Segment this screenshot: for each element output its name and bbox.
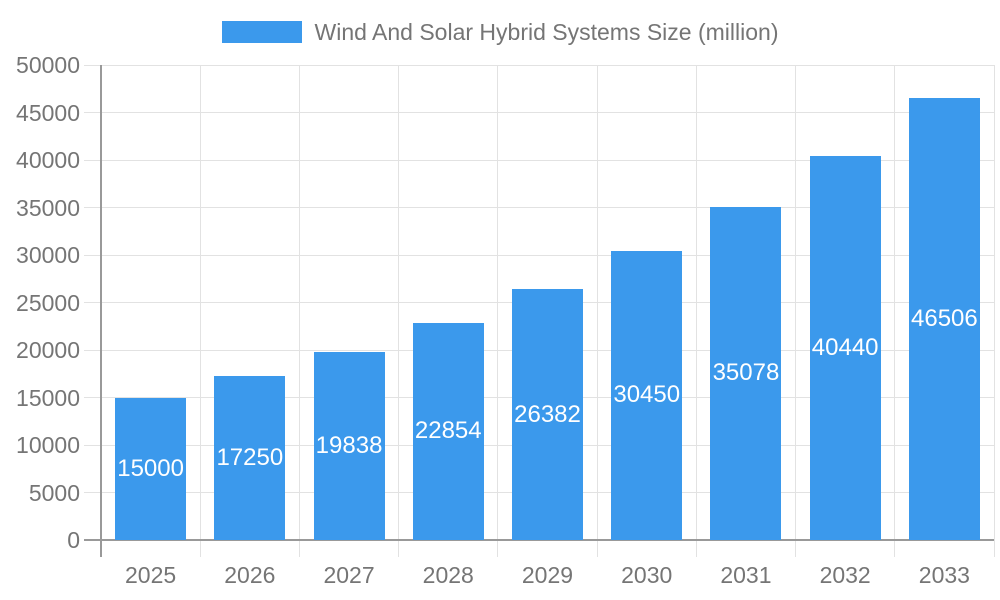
- x-gridline: [199, 65, 201, 557]
- y-gridline: [84, 207, 994, 208]
- bar-value-label: 19838: [315, 431, 383, 459]
- bar-2025: [115, 397, 187, 540]
- bar-value-label: 35078: [712, 359, 780, 387]
- x-gridline: [596, 65, 598, 557]
- bar-2028: [412, 322, 484, 540]
- x-gridline: [993, 65, 995, 557]
- bar-value-label: 17250: [216, 444, 284, 472]
- bar-value-label: 40440: [811, 333, 879, 361]
- y-gridline: [84, 64, 994, 66]
- y-axis-tick-label: 20000: [16, 337, 80, 363]
- legend-color-swatch: [221, 21, 302, 43]
- bar-value-label: 30450: [613, 381, 681, 409]
- y-gridline: [84, 159, 994, 161]
- x-axis-tick-label: 2028: [422, 562, 474, 588]
- x-gridline: [298, 65, 300, 557]
- bar-value-label: 15000: [117, 454, 184, 482]
- y-axis-tick-label: 50000: [16, 52, 80, 78]
- bar-2031: [710, 206, 782, 540]
- bar-2032: [809, 155, 881, 540]
- y-axis-tick-label: 30000: [16, 242, 80, 268]
- y-axis-tick-label: 45000: [16, 99, 80, 126]
- bar-2029: [512, 289, 583, 540]
- x-gridline: [894, 65, 896, 557]
- bar-value-label: 22854: [414, 417, 482, 445]
- x-gridline: [695, 65, 697, 557]
- y-axis-tick-label: 0: [67, 527, 80, 553]
- bar-2027: [313, 351, 385, 540]
- x-gridline: [795, 65, 797, 557]
- y-gridline: [84, 254, 994, 256]
- x-gridline: [497, 65, 499, 557]
- x-axis-tick-label: 2027: [323, 562, 375, 588]
- x-axis-tick-label: 2031: [720, 562, 772, 588]
- y-gridline: [84, 112, 994, 113]
- x-axis-tick-label: 2032: [819, 562, 871, 588]
- x-axis-tick-label: 2025: [125, 562, 177, 588]
- chart-legend[interactable]: Wind And Solar Hybrid Systems Size (mill…: [0, 15, 1000, 49]
- bar-value-label: 26382: [514, 400, 581, 428]
- bar-2026: [214, 376, 286, 540]
- x-gridline: [398, 65, 400, 557]
- bar-2033: [908, 98, 980, 540]
- y-axis-tick-label: 15000: [16, 384, 80, 411]
- x-axis-tick-label: 2030: [621, 562, 673, 588]
- legend-label: Wind And Solar Hybrid Systems Size (mill…: [314, 18, 779, 45]
- bar-value-label: 46506: [911, 305, 978, 333]
- bar-2030: [611, 250, 683, 540]
- y-axis-line: [100, 65, 102, 557]
- plot-area: 0 5000 10000 15000 20000 25000 30000 35000 40000…: [16, 52, 995, 588]
- x-axis-tick-label: 2033: [918, 562, 970, 588]
- y-axis-tick-label: 5000: [28, 479, 80, 506]
- x-axis-tick-label: 2026: [224, 562, 276, 588]
- y-axis-tick-label: 10000: [16, 432, 80, 458]
- x-axis-line: [84, 539, 994, 541]
- y-axis-tick-label: 25000: [16, 289, 80, 316]
- y-axis-tick-label: 40000: [16, 147, 80, 173]
- y-axis-tick-label: 35000: [16, 194, 80, 221]
- x-axis-tick-label: 2029: [521, 562, 574, 588]
